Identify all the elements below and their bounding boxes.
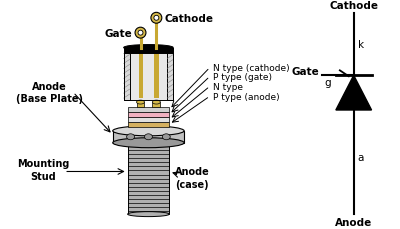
Bar — [167, 48, 173, 101]
Bar — [152, 103, 160, 108]
Text: k: k — [358, 40, 364, 50]
Ellipse shape — [136, 101, 144, 105]
Text: Cathode: Cathode — [164, 14, 213, 24]
Bar — [128, 108, 169, 112]
Bar — [128, 117, 169, 122]
Circle shape — [135, 28, 146, 39]
Text: P type (anode): P type (anode) — [213, 92, 280, 101]
Bar — [136, 103, 144, 108]
Ellipse shape — [113, 126, 184, 136]
Bar — [154, 48, 159, 99]
Text: Mounting
Stud: Mounting Stud — [17, 159, 70, 181]
Text: P type (gate): P type (gate) — [213, 72, 272, 82]
Text: N type (cathode): N type (cathode) — [213, 64, 290, 73]
Ellipse shape — [152, 101, 160, 105]
Bar — [128, 122, 169, 127]
Bar — [128, 140, 169, 214]
Bar — [130, 48, 167, 101]
Ellipse shape — [128, 212, 169, 217]
Polygon shape — [336, 76, 372, 111]
Text: Gate: Gate — [105, 29, 132, 38]
Text: g: g — [324, 78, 330, 88]
Bar — [124, 48, 173, 54]
Text: Anode: Anode — [335, 217, 372, 227]
Circle shape — [151, 13, 162, 24]
Bar — [138, 50, 144, 99]
Bar — [128, 112, 169, 117]
Bar — [124, 48, 173, 101]
Ellipse shape — [124, 45, 173, 51]
Text: Anode
(case): Anode (case) — [175, 166, 210, 189]
Text: Cathode: Cathode — [329, 1, 378, 11]
Ellipse shape — [127, 134, 134, 140]
Bar — [124, 48, 130, 101]
Ellipse shape — [162, 134, 170, 140]
Text: Anode
(Base Plate): Anode (Base Plate) — [16, 82, 83, 104]
Circle shape — [154, 16, 159, 21]
Ellipse shape — [113, 138, 184, 148]
Text: N type: N type — [213, 82, 243, 91]
Text: Gate: Gate — [291, 67, 319, 77]
Text: a: a — [358, 153, 364, 162]
Bar — [113, 131, 184, 143]
Ellipse shape — [144, 134, 152, 140]
Circle shape — [138, 31, 143, 36]
